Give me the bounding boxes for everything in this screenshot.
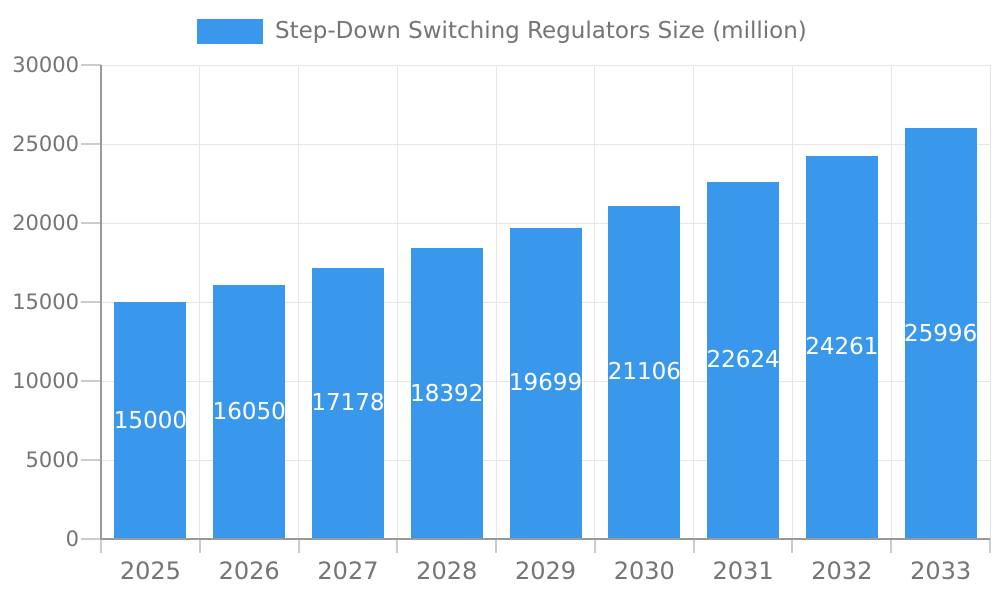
bar[interactable]: 18392 (410, 248, 484, 539)
bar-value-label: 21106 (607, 359, 681, 386)
y-axis-label: 5000 (25, 448, 79, 472)
gridline-horizontal (101, 143, 990, 145)
gridline-vertical (693, 65, 695, 539)
x-axis-label: 2032 (811, 557, 873, 585)
bar-value-label: 24261 (805, 334, 879, 361)
gridline-vertical (989, 65, 991, 539)
bar-value-label: 25996 (904, 320, 978, 347)
bar[interactable]: 19699 (508, 227, 583, 539)
y-axis-line (100, 65, 102, 539)
x-axis-tick (396, 539, 399, 553)
y-axis-label: 10000 (12, 369, 79, 393)
gridline-horizontal (101, 222, 990, 224)
legend-swatch-icon (197, 18, 263, 44)
y-axis-tick (81, 222, 101, 224)
gridline-horizontal (101, 64, 990, 66)
legend-label: Step-Down Switching Regulators Size (mil… (275, 18, 807, 44)
x-axis-label: 2030 (613, 557, 675, 585)
bar[interactable]: 25996 (904, 128, 978, 539)
bar-value-label: 19699 (508, 370, 583, 397)
bar-value-label: 17178 (311, 390, 385, 417)
x-axis-label: 2033 (910, 557, 972, 585)
x-axis-label: 2029 (514, 557, 577, 585)
x-axis-label: 2027 (317, 557, 379, 585)
x-axis-tick (692, 539, 695, 553)
x-axis-tick (100, 539, 102, 553)
bar[interactable]: 17178 (311, 267, 385, 539)
gridline-vertical (298, 65, 300, 539)
y-axis-tick (81, 143, 101, 145)
x-axis-label: 2031 (712, 557, 774, 585)
y-axis-tick (81, 301, 101, 303)
bar-value-label: 16050 (212, 399, 286, 426)
legend-item[interactable]: Step-Down Switching Regulators Size (mil… (197, 16, 807, 46)
x-axis-tick (791, 539, 794, 553)
bar[interactable]: 15000 (113, 302, 187, 539)
x-axis-tick (495, 539, 498, 553)
y-axis-label: 0 (65, 527, 79, 551)
gridline-vertical (495, 65, 497, 539)
gridline-vertical (791, 65, 793, 539)
bar[interactable]: 21106 (607, 205, 681, 539)
gridline-vertical (594, 65, 596, 539)
y-axis-label: 25000 (12, 132, 79, 156)
bar-value-label: 22624 (706, 347, 780, 374)
x-axis-tick (989, 539, 991, 553)
bar-value-label: 18392 (410, 380, 484, 407)
x-axis-line (100, 538, 990, 540)
y-axis-tick (81, 380, 101, 382)
x-axis-label: 2028 (416, 557, 478, 585)
bar-value-label: 15000 (113, 407, 187, 434)
gridline-vertical (199, 65, 201, 539)
y-axis-tick (81, 459, 101, 461)
x-axis-label: 2026 (218, 557, 280, 585)
bar[interactable]: 24261 (805, 155, 879, 539)
gridline-vertical (890, 65, 892, 539)
y-axis-tick (81, 64, 101, 66)
x-axis-tick (890, 539, 893, 553)
y-axis-tick (81, 538, 101, 540)
x-axis-label: 2025 (119, 557, 181, 585)
y-axis-label: 20000 (12, 211, 79, 235)
y-axis-label: 30000 (12, 53, 79, 77)
y-axis-label: 15000 (12, 290, 79, 314)
bar[interactable]: 16050 (212, 285, 286, 539)
bar[interactable]: 22624 (706, 181, 780, 539)
x-axis-tick (297, 539, 300, 553)
gridline-vertical (396, 65, 398, 539)
x-axis-tick (593, 539, 596, 553)
x-axis-tick (198, 539, 201, 553)
